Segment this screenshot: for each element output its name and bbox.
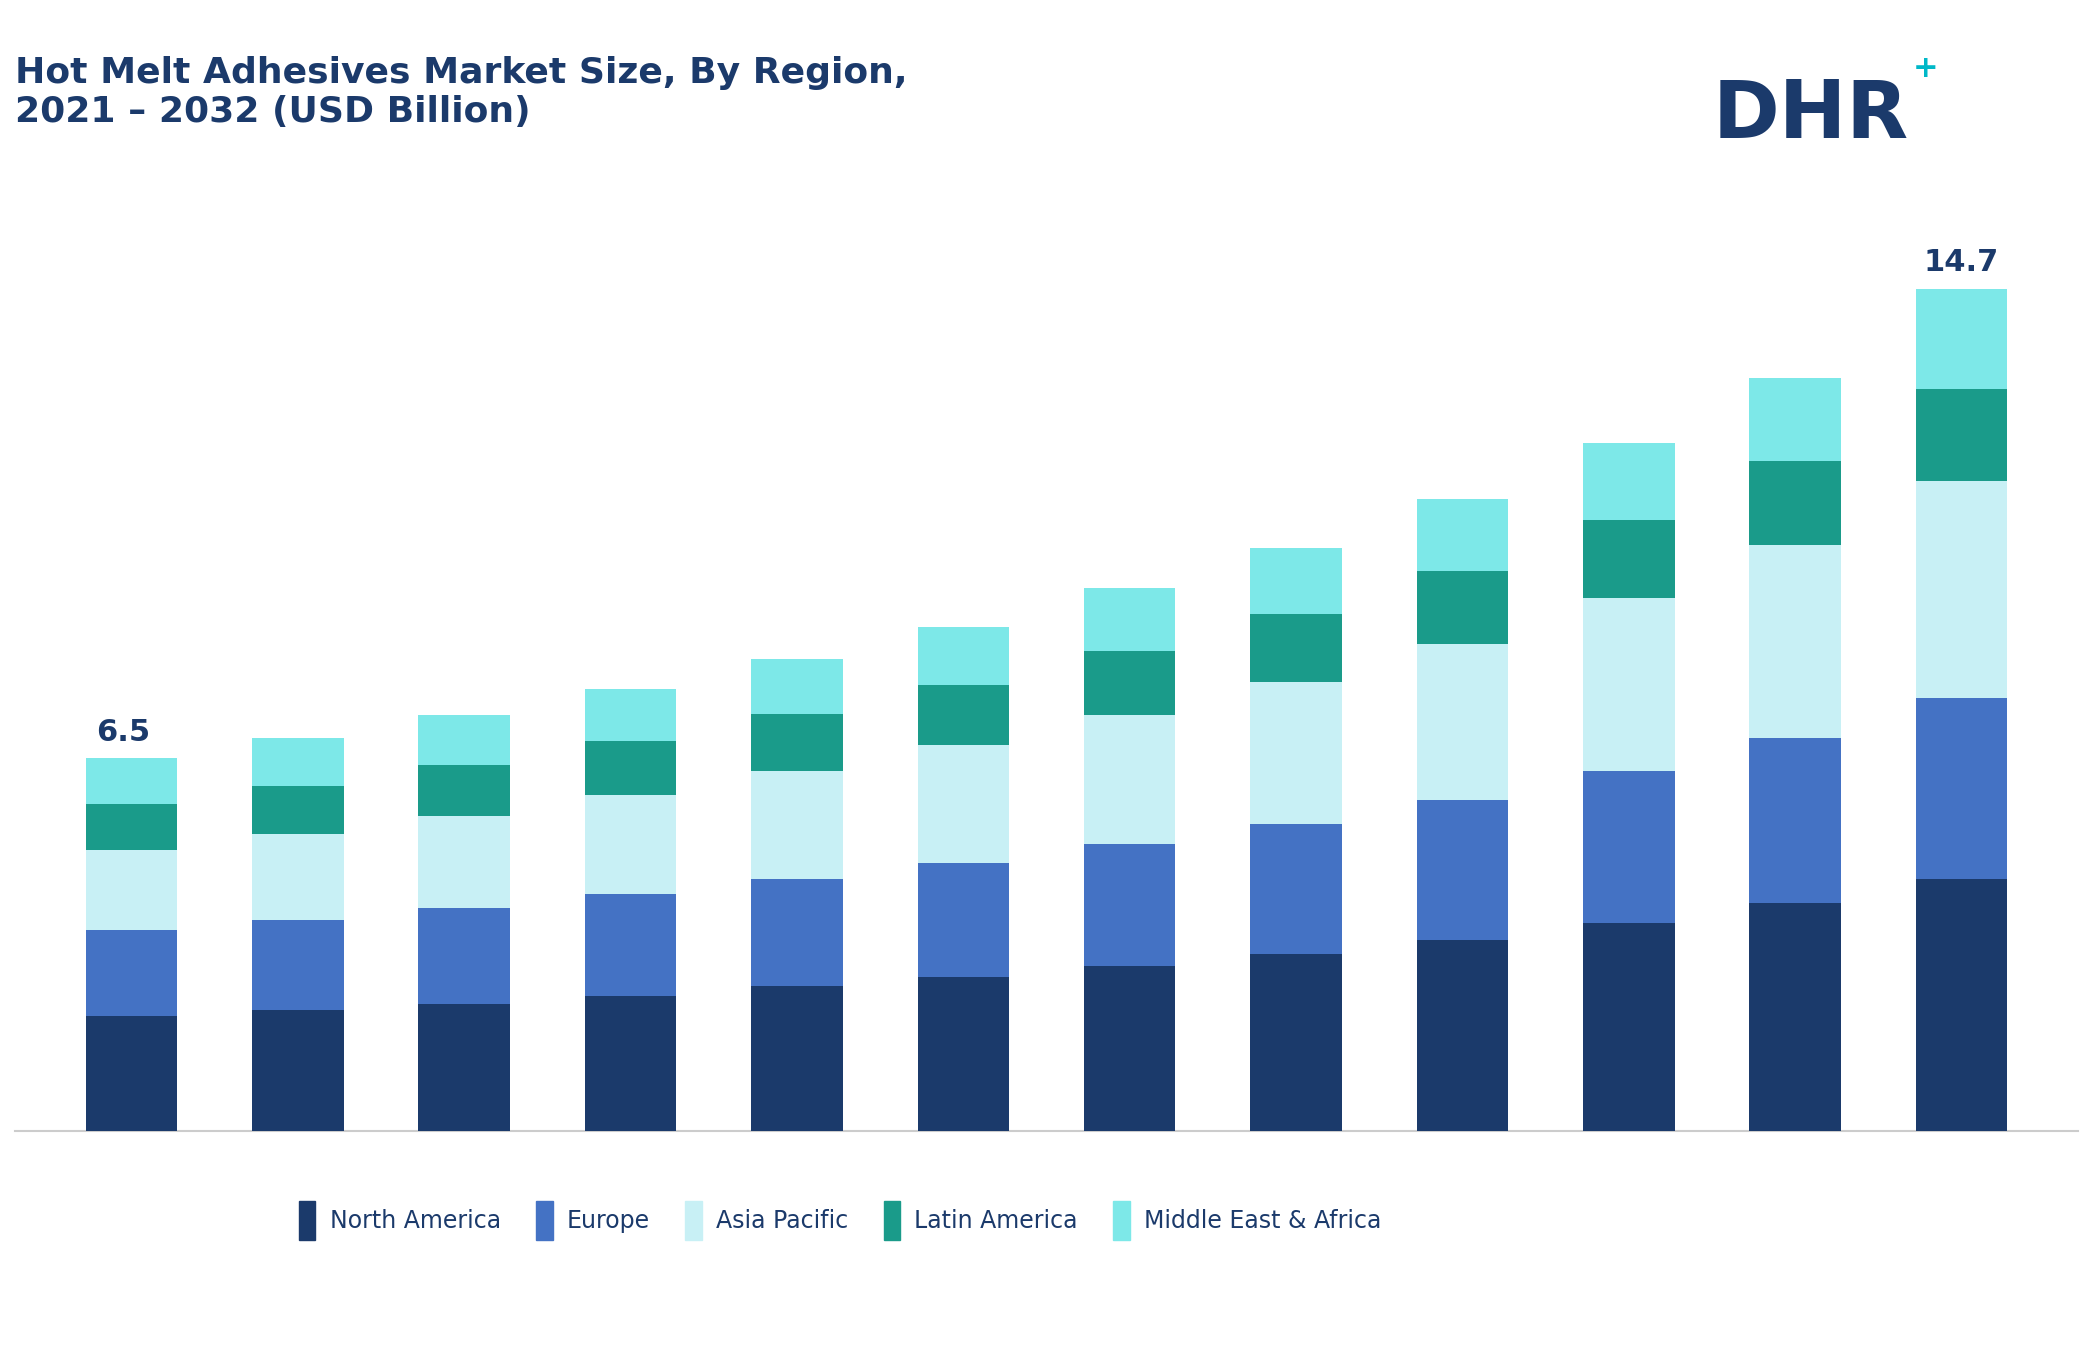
- Bar: [1915, 878, 2007, 1131]
- Bar: [419, 716, 511, 765]
- Bar: [917, 745, 1009, 862]
- Text: +: +: [1913, 53, 1938, 83]
- Bar: [86, 758, 178, 805]
- Bar: [1915, 480, 2007, 698]
- Bar: [1915, 389, 2007, 480]
- Text: DHR: DHR: [1712, 76, 1909, 155]
- Bar: [1582, 443, 1674, 520]
- Bar: [1582, 520, 1674, 597]
- Bar: [251, 1011, 343, 1131]
- Bar: [419, 816, 511, 908]
- Bar: [419, 908, 511, 1004]
- Bar: [1750, 461, 1842, 544]
- Bar: [584, 795, 676, 895]
- Bar: [584, 741, 676, 795]
- Bar: [1915, 698, 2007, 878]
- Legend: North America, Europe, Asia Pacific, Latin America, Middle East & Africa: North America, Europe, Asia Pacific, Lat…: [289, 1191, 1392, 1249]
- Bar: [1750, 738, 1842, 903]
- Bar: [751, 986, 843, 1131]
- Bar: [1417, 499, 1509, 570]
- Bar: [584, 895, 676, 996]
- Bar: [1084, 651, 1176, 715]
- Bar: [584, 996, 676, 1131]
- Bar: [1750, 378, 1842, 461]
- Bar: [251, 833, 343, 919]
- Bar: [1750, 903, 1842, 1131]
- Bar: [1750, 544, 1842, 738]
- Bar: [1084, 844, 1176, 966]
- Bar: [1250, 955, 1342, 1131]
- Bar: [1915, 289, 2007, 389]
- Bar: [917, 626, 1009, 685]
- Text: 14.7: 14.7: [1923, 248, 1999, 277]
- Text: 6.5: 6.5: [96, 717, 151, 747]
- Bar: [251, 738, 343, 786]
- Bar: [751, 659, 843, 715]
- Bar: [1250, 682, 1342, 824]
- Bar: [251, 919, 343, 1011]
- Bar: [86, 850, 178, 930]
- Bar: [1084, 966, 1176, 1131]
- Bar: [1084, 715, 1176, 844]
- Bar: [751, 715, 843, 771]
- Bar: [1582, 597, 1674, 771]
- Bar: [917, 685, 1009, 745]
- Bar: [917, 862, 1009, 977]
- Bar: [419, 1004, 511, 1131]
- Bar: [1582, 923, 1674, 1131]
- Bar: [1417, 940, 1509, 1131]
- Bar: [1250, 824, 1342, 955]
- Bar: [86, 1016, 178, 1131]
- Bar: [86, 805, 178, 850]
- Bar: [751, 878, 843, 986]
- Bar: [1084, 588, 1176, 651]
- Bar: [1250, 614, 1342, 682]
- Text: Hot Melt Adhesives Market Size, By Region,
2021 – 2032 (USD Billion): Hot Melt Adhesives Market Size, By Regio…: [15, 56, 908, 130]
- Bar: [584, 689, 676, 741]
- Bar: [1417, 570, 1509, 644]
- Bar: [1417, 644, 1509, 799]
- Bar: [1582, 771, 1674, 923]
- Bar: [1417, 799, 1509, 940]
- Bar: [419, 765, 511, 816]
- Bar: [86, 930, 178, 1016]
- Bar: [251, 786, 343, 833]
- Bar: [917, 977, 1009, 1131]
- Bar: [751, 771, 843, 878]
- Bar: [1250, 548, 1342, 614]
